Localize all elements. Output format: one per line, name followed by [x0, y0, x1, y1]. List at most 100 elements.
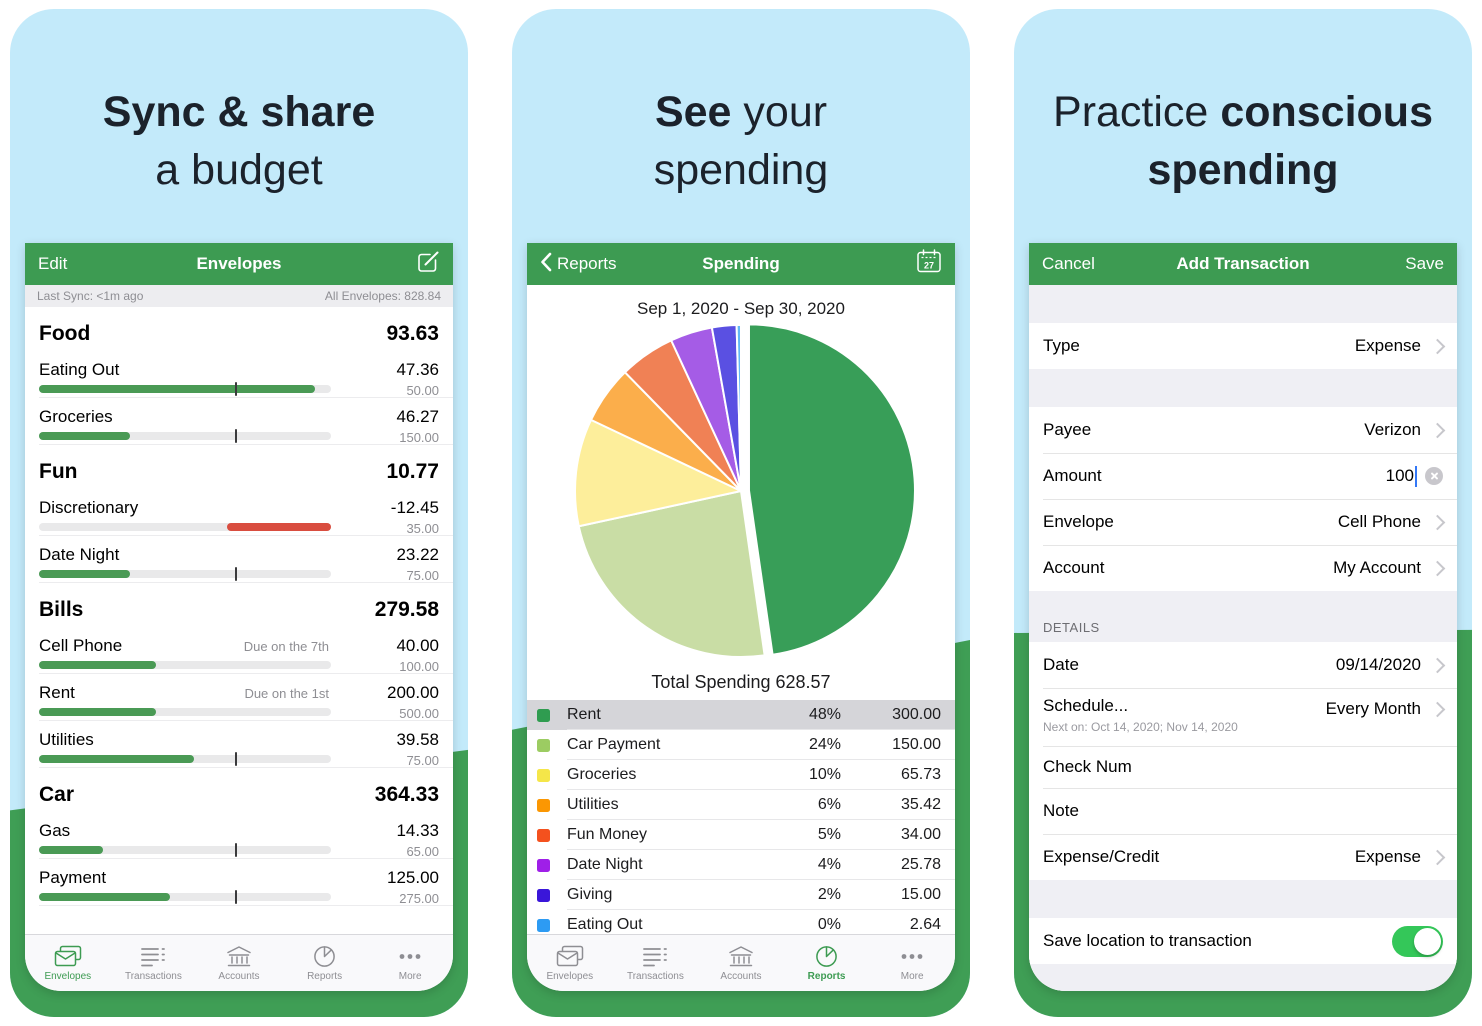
chevron-right-icon: [1429, 701, 1446, 717]
budget-progress-bar: [39, 890, 331, 904]
calendar-button[interactable]: 27: [916, 243, 942, 285]
cancel-button[interactable]: Cancel: [1042, 254, 1095, 273]
legend-row-fun-money[interactable]: Fun Money 5% 34.00: [527, 820, 955, 850]
transaction-form: Type Expense Payee Verizon Amount 100: [1029, 285, 1457, 991]
field-envelope[interactable]: Envelope Cell Phone: [1029, 499, 1457, 545]
tab-envelopes[interactable]: Envelopes: [25, 935, 111, 991]
pie-slice-rent[interactable]: [747, 323, 916, 656]
schedule-next-dates: Next on: Oct 14, 2020; Nov 14, 2020: [1043, 720, 1238, 734]
more-icon: [899, 945, 925, 968]
field-payee[interactable]: Payee Verizon: [1029, 407, 1457, 453]
envelope-row-eating-out[interactable]: Eating Out 47.36 50.00: [25, 351, 453, 398]
budget-progress-bar: [39, 708, 331, 716]
tab-transactions[interactable]: Transactions: [613, 935, 699, 991]
tab-envelopes[interactable]: Envelopes: [527, 935, 613, 991]
spending-report-screen: Reports Spending 27 Sep 1, 2020 - Sep 30…: [527, 243, 955, 991]
field-note[interactable]: Note: [1029, 788, 1457, 834]
envelopes-icon: [54, 945, 82, 968]
legend-row-utilities[interactable]: Utilities 6% 35.42: [527, 790, 955, 820]
field-save-location[interactable]: Save location to transaction: [1029, 918, 1457, 964]
chevron-right-icon: [1429, 338, 1446, 354]
legend-chip: [537, 828, 550, 842]
envelope-row-cell-phone[interactable]: Cell Phone Due on the 7th 40.00 100.00: [25, 627, 453, 674]
svg-text:27: 27: [924, 261, 934, 271]
envelope-row-utilities[interactable]: Utilities 39.58 75.00: [25, 721, 453, 768]
envelopes-navbar: Edit Envelopes: [25, 243, 453, 285]
accounts-icon: [226, 945, 252, 968]
save-button[interactable]: Save: [1405, 254, 1444, 273]
pie-slice-groceries[interactable]: [574, 418, 742, 528]
chevron-right-icon: [1429, 849, 1446, 865]
amount-input-value[interactable]: 100: [1385, 466, 1414, 485]
title-bold: Sync & share: [102, 88, 376, 136]
form-spacer: [1029, 880, 1457, 918]
edit-button[interactable]: Edit: [38, 254, 68, 273]
spending-legend: Rent 48% 300.00 Car Payment 24% 150.00 G…: [527, 700, 955, 940]
title-regular: a budget: [155, 146, 323, 194]
legend-chip: [537, 918, 550, 932]
envelopes-icon: [556, 945, 584, 968]
calendar-icon: 27: [916, 249, 942, 279]
legend-row-rent[interactable]: Rent 48% 300.00: [527, 700, 955, 730]
budget-progress-bar: [39, 752, 331, 766]
envelope-row-discretionary[interactable]: Discretionary -12.45 35.00: [25, 489, 453, 536]
legend-chip: [537, 708, 550, 722]
more-icon: [397, 945, 423, 968]
chevron-right-icon: [1429, 422, 1446, 438]
total-spending: Total Spending 628.57: [651, 672, 831, 692]
group-header-car: Car 364.33: [39, 783, 439, 806]
back-button[interactable]: Reports: [540, 243, 617, 285]
envelope-row-payment[interactable]: Payment 125.00 275.00: [25, 859, 453, 906]
compose-icon: [416, 250, 440, 279]
legend-row-giving[interactable]: Giving 2% 15.00: [527, 880, 955, 910]
pie-slice-eating-out[interactable]: [735, 324, 742, 492]
field-account[interactable]: Account My Account: [1029, 545, 1457, 591]
field-type[interactable]: Type Expense: [1029, 323, 1457, 369]
tab-bar: Envelopes Transactions: [527, 934, 955, 991]
legend-chip: [537, 888, 550, 902]
spending-navbar: Reports Spending 27: [527, 243, 955, 285]
legend-chip: [537, 738, 550, 752]
field-check-num[interactable]: Check Num: [1029, 746, 1457, 788]
legend-row-car-payment[interactable]: Car Payment 24% 150.00: [527, 730, 955, 760]
tab-more[interactable]: More: [367, 935, 453, 991]
clear-field-icon[interactable]: [1425, 467, 1443, 485]
chevron-right-icon: [1429, 657, 1446, 673]
budget-progress-bar: [39, 429, 331, 443]
card-title: Sync & share a budget: [10, 83, 468, 199]
spending-pie-chart: [574, 323, 916, 658]
tab-accounts[interactable]: Accounts: [196, 935, 282, 991]
envelopes-screen: Edit Envelopes Last Sync: <1m ago All En…: [25, 243, 453, 991]
tab-more[interactable]: More: [869, 935, 955, 991]
legend-row-date-night[interactable]: Date Night 4% 25.78: [527, 850, 955, 880]
tab-reports[interactable]: Reports: [282, 935, 368, 991]
reports-icon: [815, 945, 838, 968]
save-location-toggle[interactable]: [1392, 925, 1443, 957]
envelope-row-date-night[interactable]: Date Night 23.22 75.00: [25, 536, 453, 583]
field-schedule[interactable]: Schedule... Next on: Oct 14, 2020; Nov 1…: [1029, 688, 1457, 746]
field-amount[interactable]: Amount 100: [1029, 453, 1457, 499]
envelope-row-rent[interactable]: Rent Due on the 1st 200.00 500.00: [25, 674, 453, 721]
due-date-label: Due on the 7th: [243, 639, 329, 654]
form-filler: [1029, 964, 1457, 991]
legend-chip: [537, 798, 550, 812]
navbar-title: Add Transaction: [1176, 254, 1310, 273]
legend-row-groceries[interactable]: Groceries 10% 65.73: [527, 760, 955, 790]
budget-progress-bar: [39, 382, 331, 396]
chevron-right-icon: [1429, 560, 1446, 576]
tab-transactions[interactable]: Transactions: [111, 935, 197, 991]
compose-button[interactable]: [416, 243, 440, 285]
section-header-details: DETAILS: [1043, 620, 1100, 635]
navbar-title: Envelopes: [196, 254, 282, 273]
budget-progress-bar: [39, 661, 331, 669]
envelope-row-groceries[interactable]: Groceries 46.27 150.00: [25, 398, 453, 445]
envelope-list[interactable]: Food 93.63 Eating Out 47.36 50.00 Grocer…: [25, 307, 453, 991]
field-expense-credit[interactable]: Expense/Credit Expense: [1029, 834, 1457, 880]
add-transaction-navbar: Cancel Add Transaction Save: [1029, 243, 1457, 285]
tab-accounts[interactable]: Accounts: [698, 935, 784, 991]
tab-reports[interactable]: Reports: [784, 935, 870, 991]
pie-slice-car-payment[interactable]: [577, 490, 766, 658]
envelope-row-gas[interactable]: Gas 14.33 65.00: [25, 812, 453, 859]
field-date[interactable]: Date 09/14/2020: [1029, 642, 1457, 688]
